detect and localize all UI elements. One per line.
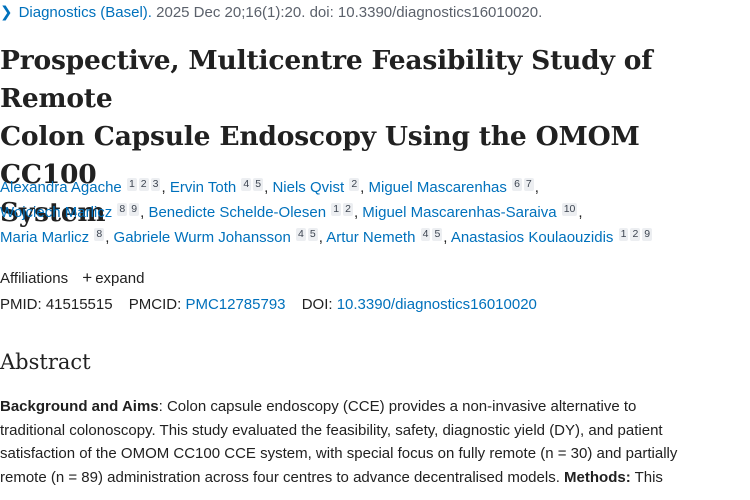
section-label: Methods: bbox=[564, 468, 631, 486]
affiliation-ref[interactable]: 8 bbox=[117, 203, 128, 216]
affiliation-ref[interactable]: 5 bbox=[253, 178, 264, 191]
plus-icon: + bbox=[82, 268, 93, 287]
abstract-line-text: This bbox=[630, 468, 663, 486]
author-link[interactable]: Wojciech Marlicz bbox=[0, 204, 113, 221]
journal-citation: ❯ Diagnostics (Basel). 2025 Dec 20;16(1):… bbox=[0, 3, 542, 21]
affiliation-ref[interactable]: 3 bbox=[150, 178, 161, 191]
author-link[interactable]: Niels Qvist bbox=[272, 179, 345, 196]
affiliation-ref[interactable]: 4 bbox=[420, 228, 431, 241]
abstract-line-text: : Colon capsule endoscopy (CCE) provides… bbox=[158, 398, 637, 415]
abstract-heading: Abstract bbox=[0, 350, 91, 374]
affiliation-ref[interactable]: 10 bbox=[561, 203, 578, 216]
author-link[interactable]: Ervin Toth bbox=[169, 179, 237, 196]
pmcid-link[interactable]: PMC12785793 bbox=[185, 296, 286, 313]
journal-link[interactable]: Diagnostics (Basel). bbox=[18, 4, 152, 21]
affiliation-ref[interactable]: 8 bbox=[94, 228, 105, 241]
affiliation-ref[interactable]: 2 bbox=[138, 178, 149, 191]
pmcid-label: PMCID: bbox=[128, 296, 182, 313]
article-identifiers: PMID: 41515515 PMCID: PMC12785793 DOI: 1… bbox=[0, 296, 537, 313]
author-link[interactable]: Miguel Mascarenhas bbox=[368, 179, 507, 196]
affiliation-ref[interactable]: 5 bbox=[307, 228, 318, 241]
author-link[interactable]: Artur Nemeth bbox=[326, 229, 416, 246]
title-line-1: Prospective, Multicentre Feasibility Stu… bbox=[0, 45, 653, 114]
doi-label: DOI: bbox=[301, 296, 333, 313]
author-link[interactable]: Gabriele Wurm Johansson bbox=[113, 229, 291, 246]
expand-label[interactable]: expand bbox=[95, 270, 145, 287]
author-link[interactable]: Maria Marlicz bbox=[0, 229, 90, 246]
section-label: Background and Aims bbox=[0, 398, 159, 415]
title-line-3: System bbox=[0, 197, 106, 228]
author-link[interactable]: Benedicte Schelde-Olesen bbox=[148, 204, 327, 221]
affiliation-ref[interactable]: 6 bbox=[512, 178, 522, 191]
author-link[interactable]: Anastasios Koulaouzidis bbox=[450, 229, 614, 246]
citation-text: 2025 Dec 20;16(1):20. doi: 10.3390/diagn… bbox=[151, 4, 543, 21]
author-link[interactable]: Miguel Mascarenhas-Saraiva bbox=[362, 204, 557, 221]
author-line-3: Maria Marlicz 8, Gabriele Wurm Johansson… bbox=[0, 228, 653, 246]
affiliation-ref[interactable]: 1 bbox=[126, 178, 137, 191]
author-link[interactable]: Alexandra Agache bbox=[0, 179, 122, 196]
affiliation-ref[interactable]: 9 bbox=[129, 203, 140, 216]
affiliation-ref[interactable]: 4 bbox=[296, 228, 306, 241]
doi-link[interactable]: 10.3390/diagnostics16010020 bbox=[336, 296, 537, 313]
title-line-2: Colon Capsule Endoscopy Using the OMOM C… bbox=[0, 121, 640, 190]
affiliation-ref[interactable]: 7 bbox=[523, 178, 534, 191]
affiliation-ref[interactable]: 2 bbox=[343, 203, 353, 216]
affiliations-toggle[interactable]: Affiliations + expand bbox=[0, 268, 144, 288]
abstract-line-text: remote (n = 89) administration across fo… bbox=[0, 468, 565, 486]
abstract-line: satisfaction of the OMOM CC100 CCE syste… bbox=[0, 445, 678, 462]
affiliation-ref[interactable]: 1 bbox=[331, 203, 342, 216]
chevron-right-icon[interactable]: ❯ bbox=[0, 4, 13, 21]
abstract-line: traditional colonoscopy. This study eval… bbox=[0, 421, 663, 439]
pmid-value: 41515515 bbox=[45, 296, 113, 313]
affiliation-ref[interactable]: 9 bbox=[642, 228, 653, 241]
affiliations-label: Affiliations bbox=[0, 270, 69, 287]
article-title: Prospective, Multicentre Feasibility Stu… bbox=[0, 42, 745, 232]
affiliation-ref[interactable]: 5 bbox=[432, 228, 443, 241]
abstract-line: Background and Aims: Colon capsule endos… bbox=[0, 395, 750, 419]
pmid-label: PMID: bbox=[0, 296, 42, 313]
affiliation-ref[interactable]: 2 bbox=[349, 178, 360, 191]
affiliation-ref[interactable]: 4 bbox=[241, 178, 252, 191]
affiliation-ref[interactable]: 1 bbox=[618, 228, 629, 241]
abstract-line: remote (n = 89) administration across fo… bbox=[0, 466, 750, 490]
affiliation-ref[interactable]: 2 bbox=[630, 228, 641, 241]
abstract-text: Background and Aims: Colon capsule endos… bbox=[0, 395, 750, 489]
